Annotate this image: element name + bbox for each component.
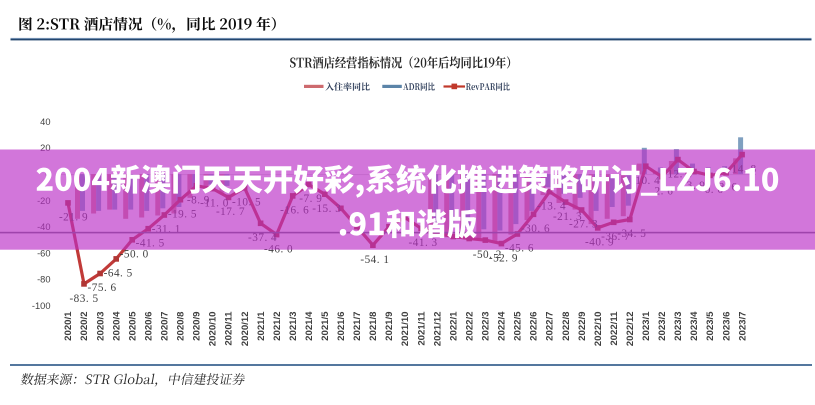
svg-text:2021/9: 2021/9 [384,312,395,341]
svg-text:2023/7: 2023/7 [737,312,748,341]
svg-text:-64. 5: -64. 5 [104,268,133,280]
svg-text:-50. 2: -50. 2 [473,249,502,261]
svg-text:2020/10: 2020/10 [208,312,219,347]
svg-text:2022/12: 2022/12 [625,312,636,347]
svg-text:2022/1: 2022/1 [448,311,459,341]
svg-text:40: 40 [40,117,50,127]
svg-text:2021/10: 2021/10 [400,312,411,347]
svg-text:2020/9: 2020/9 [192,312,203,341]
svg-text:2021/11: 2021/11 [416,311,427,346]
svg-text:2020/11: 2020/11 [224,311,235,346]
svg-text:2021/8: 2021/8 [368,311,379,341]
svg-text:2021/1: 2021/1 [256,311,267,341]
svg-text:2022/4: 2022/4 [497,311,508,341]
svg-text:2020/1: 2020/1 [63,311,74,341]
svg-text:2020/2: 2020/2 [79,312,90,341]
svg-text:2021/12: 2021/12 [432,312,443,347]
svg-text:2023/6: 2023/6 [721,312,732,341]
svg-text:2022/10: 2022/10 [593,312,604,347]
svg-text:2020/6: 2020/6 [143,312,154,341]
svg-text:-54. 1: -54. 1 [360,254,389,266]
svg-text:2022/2: 2022/2 [464,312,475,341]
svg-text:2022/3: 2022/3 [481,312,492,341]
svg-text:-75. 6: -75. 6 [88,282,117,294]
svg-text:2020/8: 2020/8 [176,311,187,341]
svg-text:2022/5: 2022/5 [513,311,524,341]
svg-text:2020/3: 2020/3 [95,312,106,341]
svg-text:2023/2: 2023/2 [657,312,668,341]
svg-text:2020/12: 2020/12 [240,312,251,347]
svg-text:2022/7: 2022/7 [545,312,556,341]
svg-text:2021/6: 2021/6 [336,312,347,341]
svg-text:2022/9: 2022/9 [577,312,588,341]
svg-text:2023/5: 2023/5 [705,311,716,341]
svg-text:2020/5: 2020/5 [127,311,138,341]
svg-text:2020/7: 2020/7 [160,312,171,341]
svg-text:-80: -80 [37,275,50,285]
svg-text:2021/5: 2021/5 [320,311,331,341]
svg-text:2021/2: 2021/2 [272,312,283,341]
svg-text:-50. 0: -50. 0 [120,249,149,261]
svg-text:2022/11: 2022/11 [609,311,620,346]
svg-text:2023/3: 2023/3 [673,312,684,341]
svg-text:-60: -60 [37,248,50,258]
svg-text:-100: -100 [32,301,51,311]
svg-text:-83. 5: -83. 5 [69,293,98,305]
svg-text:-52. 9: -52. 9 [489,252,518,264]
svg-text:2021/3: 2021/3 [288,312,299,341]
svg-text:20: 20 [40,143,50,153]
svg-text:2021/7: 2021/7 [352,312,363,341]
svg-text:2022/6: 2022/6 [529,312,540,341]
svg-text:2023/1: 2023/1 [641,311,652,341]
svg-text:2022/8: 2022/8 [561,311,572,341]
svg-text:2021/4: 2021/4 [304,311,315,341]
svg-text:2020/4: 2020/4 [111,311,122,341]
svg-text:2023/4: 2023/4 [689,311,700,341]
